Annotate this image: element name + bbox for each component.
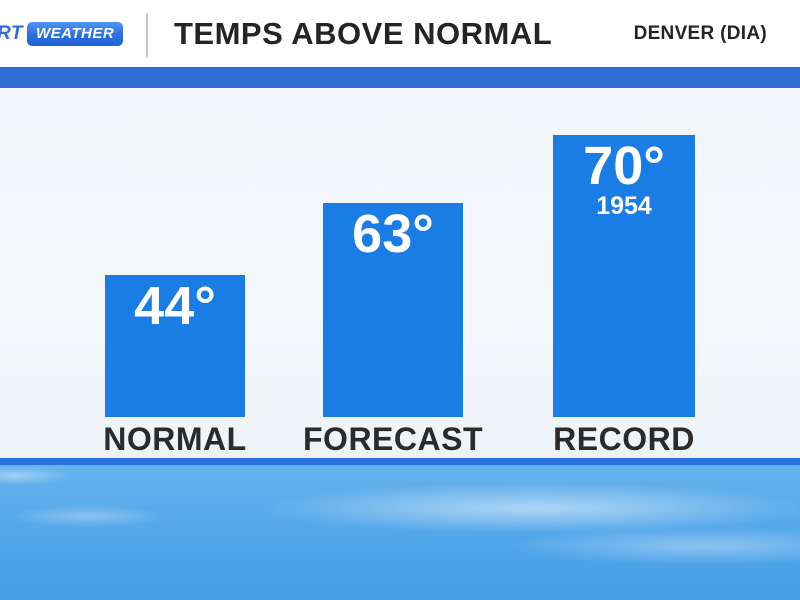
header-accent-band [0, 67, 800, 88]
bar-record-year: 1954 [596, 191, 652, 220]
weather-badge: WEATHER [26, 21, 124, 46]
bar-forecast-value: 63° [352, 204, 434, 264]
bar-normal-value: 44° [134, 276, 216, 336]
station-logo-text: RT [0, 22, 23, 44]
header-bar: RT WEATHER TEMPS ABOVE NORMAL DENVER (DI… [0, 0, 800, 67]
station-logo: RT WEATHER [0, 0, 124, 67]
location-label: DENVER (DIA) [633, 23, 767, 44]
header-divider [146, 13, 148, 57]
category-label-normal: NORMAL [103, 421, 247, 457]
chart-panel: 44° 63° 70° 1954 NORMAL FORECAST RECORD [0, 88, 800, 458]
panel-bottom-rule [0, 458, 800, 465]
sky-background [0, 465, 800, 600]
category-label-record: RECORD [553, 421, 695, 457]
bar-record: 70° 1954 [553, 135, 695, 417]
page-title: TEMPS ABOVE NORMAL [174, 16, 553, 51]
bar-record-value: 70° [583, 136, 665, 196]
category-label-forecast: FORECAST [303, 421, 483, 457]
bar-normal: 44° [105, 275, 245, 417]
bar-forecast: 63° [323, 203, 463, 417]
